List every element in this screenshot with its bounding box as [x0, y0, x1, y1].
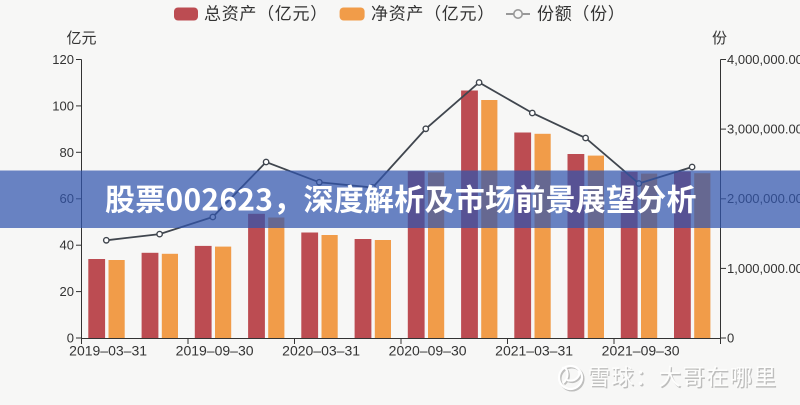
svg-text:总资产（亿元）: 总资产（亿元） — [204, 0, 328, 25]
svg-text:份: 份 — [712, 27, 727, 48]
svg-text:20: 20 — [60, 284, 74, 299]
svg-text:1,000,000.00: 1,000,000.00 — [727, 261, 800, 276]
svg-text:4,000,000.00: 4,000,000.00 — [727, 52, 800, 67]
svg-text:2021–03–31: 2021–03–31 — [495, 343, 573, 359]
svg-text:2021–09–30: 2021–09–30 — [602, 343, 680, 359]
svg-text:股票002623，深度解析及市场前景展望分析: 股票002623，深度解析及市场前景展望分析 — [105, 176, 697, 220]
svg-text:亿元: 亿元 — [66, 27, 96, 48]
svg-text:40: 40 — [60, 238, 74, 253]
svg-text:3,000,000.00: 3,000,000.00 — [727, 122, 800, 137]
svg-text:0: 0 — [67, 331, 74, 346]
svg-text:0: 0 — [727, 331, 734, 346]
svg-text:80: 80 — [60, 145, 74, 160]
svg-text:2019–03–31: 2019–03–31 — [69, 343, 147, 359]
svg-text:雪球：大哥在哪里: 雪球：大哥在哪里 — [588, 360, 778, 392]
svg-text:2020–03–31: 2020–03–31 — [282, 343, 360, 359]
svg-text:2020–09–30: 2020–09–30 — [389, 343, 467, 359]
svg-text:净资产（亿元）: 净资产（亿元） — [371, 0, 495, 25]
svg-text:份额（份）: 份额（份） — [537, 0, 626, 25]
svg-text:100: 100 — [52, 98, 74, 113]
svg-text:2019–09–30: 2019–09–30 — [176, 343, 254, 359]
svg-text:雪球：大哥在哪里: 雪球：大哥在哪里 — [589, 361, 779, 393]
svg-text:120: 120 — [52, 52, 74, 67]
